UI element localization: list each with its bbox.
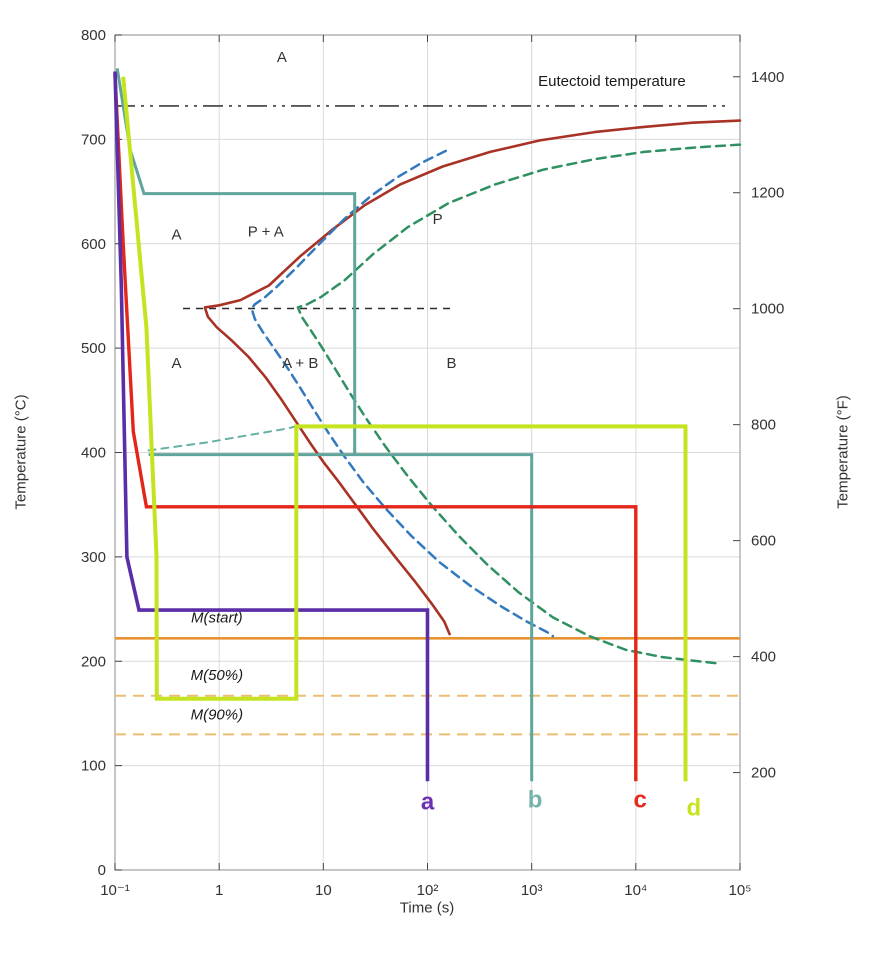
ttt-curve-transformation-50pct	[250, 149, 555, 638]
ttt-curve-transformation-end	[296, 143, 742, 665]
refline-label-m-50: M(50%)	[191, 667, 244, 684]
region-label-6: B	[446, 355, 456, 372]
cooling-path-a	[113, 71, 430, 782]
y-tick-labels-celsius: 0 100 200 300 400 500 600 700 800	[81, 27, 106, 879]
refline-label-m-start: M(start)	[191, 610, 243, 627]
region-label-4: A	[172, 355, 182, 372]
refline-label-m-90: M(90%)	[191, 707, 244, 724]
x-tick-labels: 10⁻¹ 1 10 10² 10³ 10⁴ 10⁵	[100, 882, 751, 899]
y-tick-label-c: 200	[81, 653, 106, 670]
y-tick-labels-fahrenheit: 200 400 600 800 1000 1200 1400	[751, 69, 784, 782]
y-tick-label-c: 300	[81, 549, 106, 566]
cooling-path-d	[121, 76, 688, 782]
region-label-2: P + A	[248, 223, 284, 240]
y-tick-label-c: 800	[81, 27, 106, 44]
path-label-a: a	[421, 788, 435, 815]
path-label-d: d	[686, 795, 701, 822]
y-tick-label-f: 200	[751, 765, 776, 782]
x-tick-label: 1	[215, 882, 223, 899]
ttt-curve-transformation-start	[203, 119, 742, 636]
region-label-3: P	[433, 211, 443, 228]
y-tick-label-f: 1200	[751, 185, 784, 202]
refline-label-eutectoid: Eutectoid temperature	[538, 73, 686, 90]
y-axis-label-fahrenheit: Temperature (°F)	[834, 395, 852, 509]
x-tick-label: 10³	[521, 882, 543, 899]
y-tick-label-f: 800	[751, 417, 776, 434]
y-axis-label-celsius: Temperature (°C)	[12, 394, 30, 510]
y-tick-label-f: 1000	[751, 301, 784, 318]
x-tick-label: 10⁵	[729, 882, 752, 899]
y-tick-label-f: 600	[751, 533, 776, 550]
region-label-1: A	[172, 227, 182, 244]
x-tick-label: 10⁴	[624, 882, 647, 899]
y-tick-label-c: 500	[81, 340, 106, 357]
y-tick-label-f: 400	[751, 649, 776, 666]
region-label-0: A	[277, 49, 287, 66]
y-tick-label-c: 100	[81, 758, 106, 775]
y-tick-label-c: 700	[81, 131, 106, 148]
region-label-5: A + B	[282, 355, 318, 372]
y-tick-label-f: 1400	[751, 69, 784, 86]
cooling-path-c	[113, 74, 638, 782]
x-tick-label: 10²	[417, 882, 439, 899]
x-tick-label: 10⁻¹	[100, 882, 130, 899]
ttt-curve-bainite-lead-dashed	[147, 425, 298, 452]
x-axis-label: Time (s)	[399, 899, 455, 917]
y-tick-label-c: 400	[81, 445, 106, 462]
path-label-c: c	[633, 786, 646, 813]
x-tick-label: 10	[315, 882, 332, 899]
path-label-b: b	[528, 786, 543, 813]
y-tick-label-c: 600	[81, 236, 106, 253]
y-tick-label-c: 0	[98, 862, 106, 879]
